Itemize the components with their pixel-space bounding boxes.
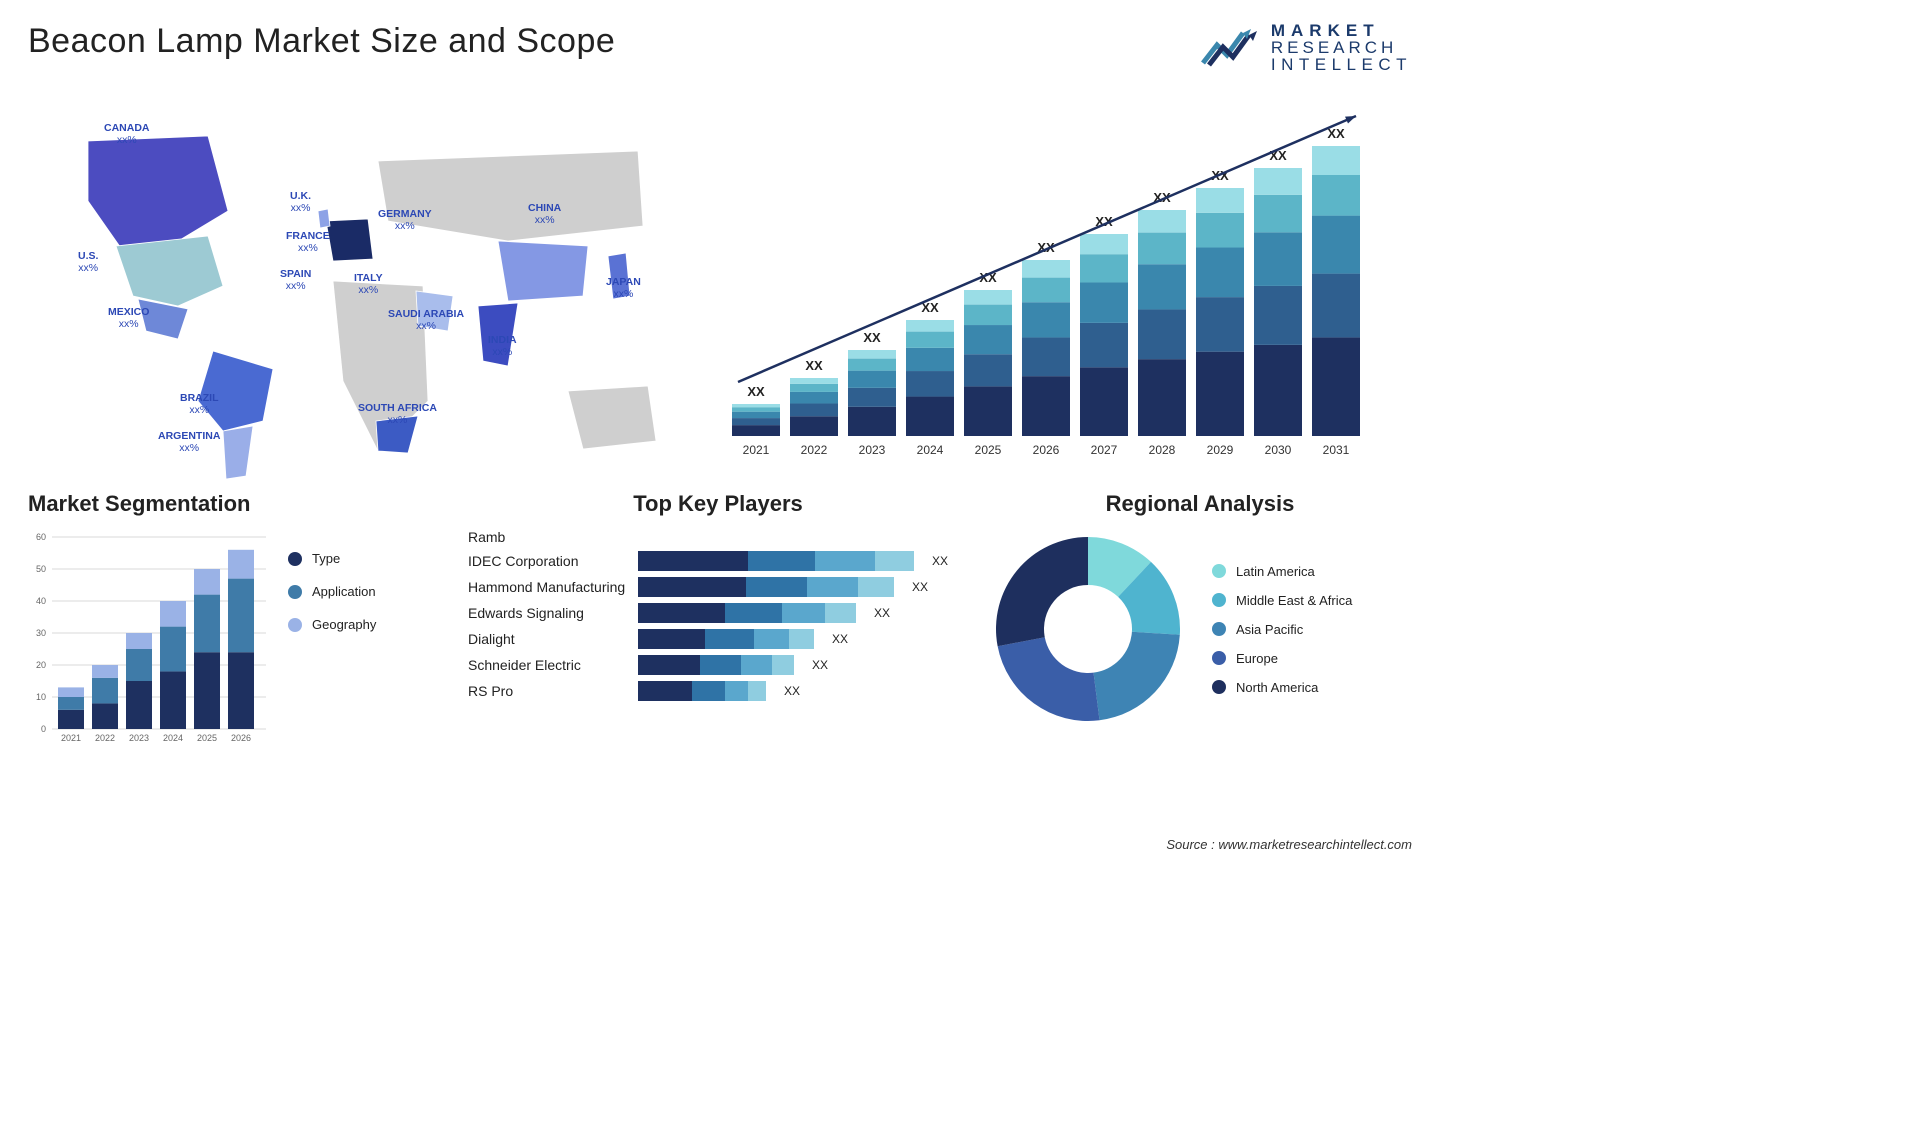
map-label: SAUDI ARABIAxx% xyxy=(388,309,464,332)
svg-text:0: 0 xyxy=(41,724,46,734)
svg-text:2027: 2027 xyxy=(1091,443,1118,457)
svg-text:2026: 2026 xyxy=(231,733,251,743)
map-label: ITALYxx% xyxy=(354,273,383,296)
svg-text:50: 50 xyxy=(36,564,46,574)
world-map: CANADAxx% U.S.xx% MEXICOxx% BRAZILxx% ARGENT… xyxy=(28,81,672,481)
map-label: FRANCExx% xyxy=(286,231,330,254)
svg-text:2024: 2024 xyxy=(163,733,183,743)
map-label: INDIAxx% xyxy=(488,335,517,358)
legend-item: Asia Pacific xyxy=(1212,622,1352,637)
map-label: U.S.xx% xyxy=(78,251,98,274)
svg-text:2029: 2029 xyxy=(1207,443,1234,457)
legend-item: Type xyxy=(288,551,376,566)
key-players-panel: Top Key Players Ramb IDEC CorporationXX Ha… xyxy=(468,491,968,707)
map-label: SOUTH AFRICAxx% xyxy=(358,403,437,426)
svg-text:2024: 2024 xyxy=(917,443,944,457)
svg-text:2030: 2030 xyxy=(1265,443,1292,457)
map-label: MEXICOxx% xyxy=(108,307,149,330)
player-row: Edwards SignalingXX xyxy=(468,603,968,623)
regional-panel: Regional Analysis Latin America Middle Ea… xyxy=(988,491,1412,729)
svg-text:2025: 2025 xyxy=(975,443,1002,457)
map-label: CHINAxx% xyxy=(528,203,561,226)
key-players-title: Top Key Players xyxy=(468,491,968,517)
svg-text:2023: 2023 xyxy=(129,733,149,743)
map-label: JAPANxx% xyxy=(606,277,641,300)
svg-text:2028: 2028 xyxy=(1149,443,1176,457)
player-row: Hammond ManufacturingXX xyxy=(468,577,968,597)
player-row: IDEC CorporationXX xyxy=(468,551,968,571)
svg-text:2026: 2026 xyxy=(1033,443,1060,457)
svg-text:2021: 2021 xyxy=(61,733,81,743)
svg-text:10: 10 xyxy=(36,692,46,702)
svg-text:2025: 2025 xyxy=(197,733,217,743)
legend-item: Europe xyxy=(1212,651,1352,666)
svg-text:2022: 2022 xyxy=(95,733,115,743)
legend-item: Latin America xyxy=(1212,564,1352,579)
segmentation-panel: Market Segmentation 0 10 20 30 40 50 60 2021 202… xyxy=(28,491,448,749)
page-title: Beacon Lamp Market Size and Scope xyxy=(28,22,615,61)
player-row: RS ProXX xyxy=(468,681,968,701)
svg-text:30: 30 xyxy=(36,628,46,638)
svg-text:20: 20 xyxy=(36,660,46,670)
source-attribution: Source : www.marketresearchintellect.com xyxy=(1166,837,1412,852)
svg-text:40: 40 xyxy=(36,596,46,606)
svg-text:2022: 2022 xyxy=(801,443,828,457)
main-growth-chart: XX2021XX2022XX2023XX2024XX2025XX2026XX20… xyxy=(712,81,1412,481)
legend-item: Middle East & Africa xyxy=(1212,593,1352,608)
regional-title: Regional Analysis xyxy=(988,491,1412,517)
player-row: Ramb xyxy=(468,529,968,545)
legend-item: North America xyxy=(1212,680,1352,695)
map-label: SPAINxx% xyxy=(280,269,311,292)
brand-logo: MARKET RESEARCH INTELLECT xyxy=(1199,22,1412,73)
player-row: Schneider ElectricXX xyxy=(468,655,968,675)
svg-text:XX: XX xyxy=(805,358,823,373)
logo-text-3: INTELLECT xyxy=(1271,56,1412,73)
svg-text:2031: 2031 xyxy=(1323,443,1350,457)
map-label: BRAZILxx% xyxy=(180,393,219,416)
map-label: CANADAxx% xyxy=(104,123,150,146)
legend-item: Geography xyxy=(288,617,376,632)
legend-item: Application xyxy=(288,584,376,599)
map-label: ARGENTINAxx% xyxy=(158,431,220,454)
logo-text-1: MARKET xyxy=(1271,22,1412,39)
svg-text:XX: XX xyxy=(863,330,881,345)
logo-text-2: RESEARCH xyxy=(1271,39,1412,56)
svg-text:60: 60 xyxy=(36,532,46,542)
map-label: GERMANYxx% xyxy=(378,209,432,232)
segmentation-title: Market Segmentation xyxy=(28,491,448,517)
svg-text:2021: 2021 xyxy=(743,443,770,457)
logo-icon xyxy=(1199,25,1261,71)
map-label: U.K.xx% xyxy=(290,191,311,214)
svg-text:XX: XX xyxy=(747,384,765,399)
player-row: DialightXX xyxy=(468,629,968,649)
svg-text:2023: 2023 xyxy=(859,443,886,457)
